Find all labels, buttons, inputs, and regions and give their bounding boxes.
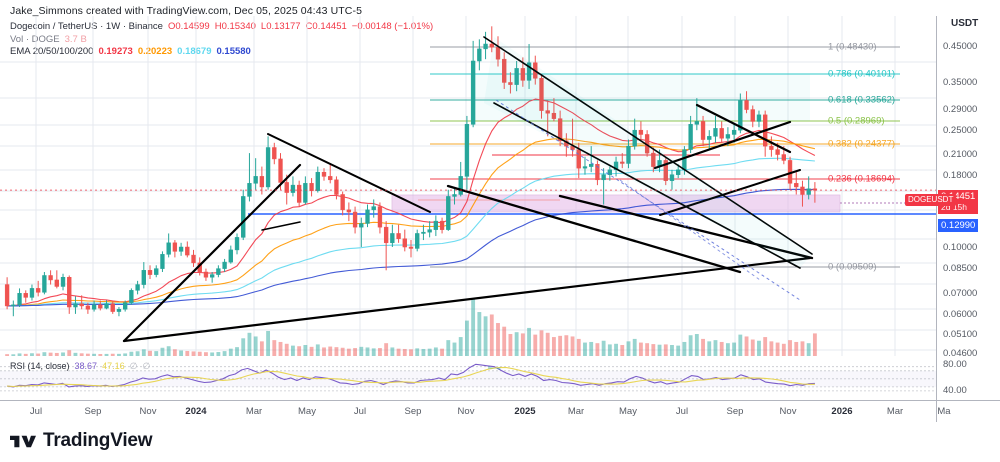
time-axis[interactable]: Jul Sep Nov 2024 Mar May Jul Sep Nov 2025 Mar May Ju…: [0, 395, 1000, 423]
price-axis-tick: 0.08500: [943, 263, 978, 274]
ema20-value: 0.19273: [98, 46, 133, 57]
time-axis-tick: Ma: [937, 406, 951, 417]
price-axis-tick: 0.45000: [943, 41, 978, 52]
tradingview-wordmark: TradingView: [43, 430, 153, 451]
time-axis-tick: May: [298, 406, 316, 417]
ema100-value: 0.18679: [177, 46, 212, 57]
rsi-value2: 47.16: [102, 361, 125, 371]
low-value: 0.13177: [266, 21, 301, 32]
time-axis-tick: Mar: [567, 406, 585, 417]
time-axis-tick: Jul: [353, 406, 367, 417]
ema50-value: 0.20223: [137, 46, 173, 57]
attribution-text: Jake_Simmons created with TradingView.co…: [10, 5, 363, 17]
price-axis-tick: 0.10000: [943, 242, 978, 253]
fib-level-label[interactable]: 0.786 (0.40101): [828, 68, 896, 80]
legend-volume-row[interactable]: Vol · DOGE 3.7 B: [10, 34, 433, 47]
price-chart-svg: [0, 16, 936, 356]
time-axis-tick: 2026: [831, 406, 853, 417]
price-chart-pane[interactable]: [0, 16, 936, 356]
volume-value: 3.7 B: [64, 33, 87, 45]
rsi-value: 38.67: [74, 361, 98, 371]
ema-label: EMA 20/50/100/200: [10, 46, 94, 57]
rsi-extra1: ∅: [129, 361, 138, 371]
price-axis-unit: USDT: [951, 18, 979, 29]
time-axis-tick: Jul: [675, 406, 689, 417]
current-price-value: 0.14451: [941, 191, 976, 202]
time-axis-tick: Mar: [245, 406, 263, 417]
legend-symbol-row[interactable]: Dogecoin / TetherUS · 1W · Binance O0.145…: [10, 21, 433, 34]
tradingview-mark-icon: [10, 435, 36, 447]
change-value: −0.00148 (−1.01%): [351, 21, 434, 32]
fib-level-label[interactable]: 0 (0.09509): [828, 261, 877, 273]
open-value: 0.14599: [175, 21, 210, 32]
price-axis-tick: 0.07000: [943, 288, 978, 299]
time-axis-separator: [936, 395, 937, 423]
rsi-chart-pane[interactable]: [0, 358, 936, 400]
ema200-value: 0.15580: [216, 46, 251, 57]
price-axis-tick: 0.04600: [943, 348, 978, 359]
price-axis-tick: 0.35000: [943, 77, 978, 88]
time-axis-tick: Nov: [139, 406, 157, 417]
close-value: 0.14451: [312, 21, 347, 32]
rsi-chart-svg: [0, 363, 936, 392]
rsi-axis-tick: 40.00: [943, 385, 967, 396]
time-axis-tick: Sep: [404, 406, 422, 417]
high-value: 0.15340: [221, 21, 256, 32]
price-axis-tick: 0.21000: [943, 149, 978, 160]
time-axis-tick: Nov: [779, 406, 797, 417]
symbol-tag[interactable]: DOGEUSDT: [905, 194, 957, 206]
low-label: L: [260, 21, 267, 32]
price-axis-tick: 0.29000: [943, 104, 978, 115]
rsi-axis-tick: 80.00: [943, 359, 967, 370]
price-axis-tick: 0.18000: [943, 170, 978, 181]
time-axis-tick: Sep: [726, 406, 744, 417]
rsi-legend[interactable]: RSI (14, close) 38.67 47.16 ∅ ∅: [10, 361, 150, 372]
fib-level-label[interactable]: 0.618 (0.33562): [828, 94, 896, 106]
chart-legend: Dogecoin / TetherUS · 1W · Binance O0.145…: [10, 21, 433, 59]
time-axis-tick: Nov: [457, 406, 475, 417]
open-label: O: [167, 21, 176, 32]
time-axis-tick: Mar: [886, 406, 904, 417]
price-axis-tick: 0.06000: [943, 309, 978, 320]
legend-ema-row[interactable]: EMA 20/50/100/200 0.19273 0.20223 0.18679 0.…: [10, 46, 433, 59]
high-label: H: [214, 21, 222, 32]
time-axis-tick: May: [619, 406, 637, 417]
symbol-title: Dogecoin / TetherUS · 1W · Binance: [10, 21, 163, 32]
time-axis-tick: Sep: [84, 406, 102, 417]
blue-line-price-badge[interactable]: 0.12990: [938, 219, 979, 232]
rsi-extra2: ∅: [142, 361, 151, 371]
bar-countdown: 2d 15h: [941, 202, 967, 212]
time-axis-tick: 2024: [185, 406, 207, 417]
price-axis[interactable]: USDT 0.45000 0.35000 0.29000 0.25000 0.21000…: [936, 16, 1000, 400]
fib-level-label[interactable]: 0.382 (0.24377): [828, 138, 896, 150]
volume-label: Vol · DOGE: [10, 33, 60, 45]
close-label: C: [305, 21, 313, 32]
fib-level-label[interactable]: 0.236 (0.18694): [828, 173, 896, 185]
fib-level-label[interactable]: 0.5 (0.28969): [828, 115, 885, 127]
tradingview-logo[interactable]: TradingView: [10, 430, 153, 452]
price-axis-tick: 0.05100: [943, 329, 978, 340]
rsi-name: RSI (14, close): [10, 361, 70, 371]
time-axis-tick: 2025: [514, 406, 536, 417]
time-axis-tick: Jul: [29, 406, 43, 417]
fib-level-label[interactable]: 1 (0.48430): [828, 41, 877, 53]
price-axis-tick: 0.25000: [943, 125, 978, 136]
footer: TradingView: [0, 422, 1000, 462]
